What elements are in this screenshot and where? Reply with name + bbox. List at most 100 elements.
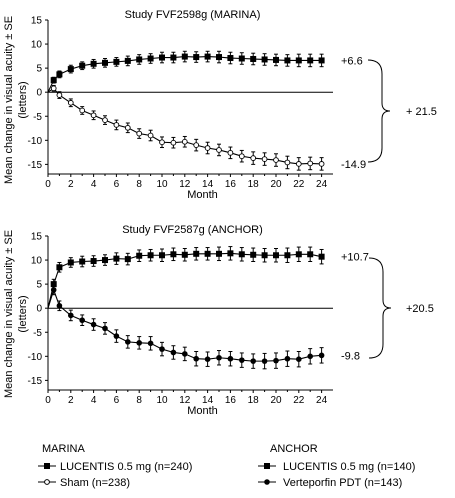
- data-point-circle: [284, 159, 291, 166]
- legend-marker: [44, 479, 50, 485]
- x-tick-label: 12: [179, 395, 191, 406]
- data-point-circle: [318, 161, 325, 167]
- data-point-square: [216, 250, 222, 257]
- x-tick-label: 24: [316, 395, 328, 406]
- y-tick-label: 15: [31, 232, 43, 243]
- data-point-square: [295, 251, 302, 258]
- data-point-square: [273, 252, 279, 259]
- y-tick-label: -15: [28, 160, 43, 171]
- y-axis-label-line-2: (letters): [17, 81, 29, 118]
- data-point-square: [102, 257, 108, 264]
- data-point-circle: [102, 117, 108, 123]
- data-point-square: [67, 66, 74, 73]
- data-point-square: [318, 253, 325, 260]
- legend-entry: LUCENTIS 0.5 mg (n=240): [60, 461, 192, 473]
- data-point-circle: [273, 157, 279, 163]
- y-tick-label: 0: [36, 88, 42, 99]
- data-point-circle: [261, 156, 268, 162]
- y-tick-label: -10: [28, 352, 43, 363]
- data-point-circle: [56, 302, 63, 309]
- y-tick-label: -5: [33, 328, 42, 339]
- data-point-square: [124, 256, 131, 263]
- data-point-square: [147, 252, 154, 259]
- legend-marker: [44, 463, 50, 469]
- data-point-circle: [284, 355, 291, 362]
- difference-brace: [368, 257, 392, 359]
- x-tick-label: 10: [156, 179, 168, 190]
- data-point-square: [273, 56, 279, 63]
- data-point-circle: [159, 139, 165, 146]
- data-point-square: [238, 251, 245, 258]
- x-axis-label: Month: [187, 405, 218, 417]
- x-tick-label: 8: [136, 395, 142, 406]
- y-tick-label: 10: [31, 256, 43, 267]
- data-point-circle: [295, 161, 302, 167]
- data-point-circle: [170, 349, 177, 356]
- data-point-circle: [216, 147, 222, 153]
- data-point-square: [307, 57, 314, 64]
- chart-title: Study FVF2587g (ANCHOR): [122, 224, 263, 236]
- data-point-square: [147, 55, 154, 62]
- data-point-square: [159, 54, 165, 61]
- data-point-circle: [307, 160, 314, 167]
- data-point-circle: [50, 85, 57, 92]
- x-tick-label: 22: [293, 395, 305, 406]
- y-axis-label-line-2: (letters): [17, 295, 29, 332]
- end-label-treatment: +6.6: [341, 55, 363, 67]
- data-point-square: [170, 251, 177, 258]
- data-point-square: [56, 264, 63, 271]
- difference-label: + 21.5: [406, 106, 437, 118]
- data-point-square: [90, 60, 97, 67]
- data-point-square: [56, 71, 63, 78]
- x-tick-label: 14: [202, 395, 214, 406]
- data-point-square: [284, 57, 291, 64]
- y-axis-label: Mean change in visual acuity ± SE (letter…: [3, 230, 29, 398]
- data-point-square: [170, 54, 177, 61]
- data-point-square: [227, 250, 234, 257]
- x-axis-label: Month: [187, 189, 218, 201]
- series-0: [47, 50, 325, 93]
- x-tick-label: 18: [248, 395, 260, 406]
- data-point-square: [79, 62, 86, 69]
- series-1: [47, 84, 325, 171]
- x-tick-label: 4: [91, 395, 97, 406]
- legend-entry: Verteporfin PDT (n=143): [283, 477, 402, 489]
- difference-label: +20.5: [406, 303, 434, 315]
- data-point-circle: [239, 357, 245, 363]
- x-tick-label: 4: [91, 179, 97, 190]
- series-1: [47, 284, 325, 370]
- x-tick-label: 10: [156, 395, 168, 406]
- data-point-square: [295, 57, 302, 64]
- data-point-circle: [68, 312, 74, 319]
- data-point-square: [113, 58, 120, 65]
- data-point-square: [238, 55, 245, 62]
- y-tick-label: -15: [28, 376, 43, 387]
- legend-entry: Sham (n=238): [60, 477, 130, 489]
- data-point-circle: [296, 356, 302, 363]
- data-point-square: [261, 252, 268, 259]
- difference-brace: [367, 59, 391, 163]
- data-point-square: [227, 55, 234, 62]
- data-point-circle: [90, 321, 97, 328]
- data-point-square: [159, 252, 165, 259]
- data-point-square: [181, 53, 188, 60]
- y-tick-label: 10: [31, 40, 43, 51]
- legend: MARINA LUCENTIS 0.5 mg (n=240) Sham (n=238…: [38, 443, 415, 489]
- data-point-square: [261, 56, 268, 63]
- data-point-circle: [147, 132, 154, 139]
- data-point-circle: [250, 155, 257, 161]
- legend-entry: LUCENTIS 0.5 mg (n=140): [283, 461, 415, 473]
- y-axis-label-line-1: Mean change in visual acuity ± SE: [3, 16, 15, 184]
- data-point-circle: [124, 124, 131, 131]
- data-point-square: [250, 251, 257, 258]
- data-point-circle: [181, 138, 188, 145]
- x-tick-label: 18: [248, 179, 260, 190]
- data-point-circle: [318, 352, 325, 359]
- data-point-square: [216, 54, 222, 61]
- data-point-square: [136, 252, 143, 259]
- data-point-square: [204, 53, 211, 60]
- x-tick-label: 22: [293, 179, 305, 190]
- x-tick-label: 6: [114, 179, 120, 190]
- data-point-circle: [79, 317, 85, 324]
